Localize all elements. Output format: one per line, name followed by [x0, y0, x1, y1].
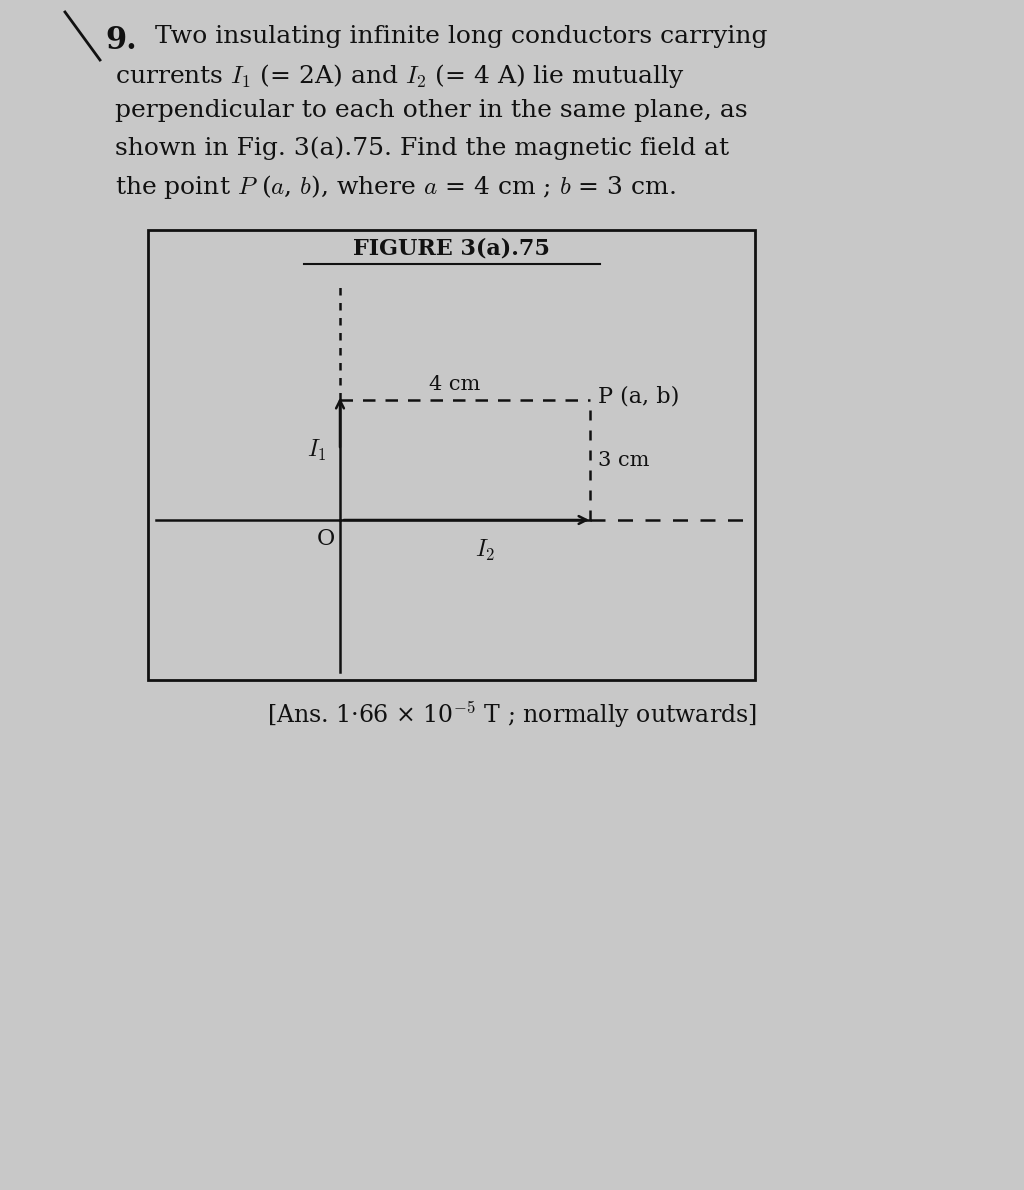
- Text: FIGURE 3(a).75: FIGURE 3(a).75: [353, 238, 550, 259]
- Bar: [148, 230, 755, 679]
- Text: [Ans. 1·66 × 10$^{-5}$ T ; normally outwards]: [Ans. 1·66 × 10$^{-5}$ T ; normally outw…: [267, 700, 757, 731]
- Text: the point $P$ ($a$, $b$), where $a$ = 4 cm ; $b$ = 3 cm.: the point $P$ ($a$, $b$), where $a$ = 4 …: [115, 173, 676, 201]
- Text: Two insulating infinite long conductors carrying: Two insulating infinite long conductors …: [155, 25, 768, 48]
- Text: $I_1$: $I_1$: [307, 438, 326, 463]
- Text: shown in Fig. 3(a).75. Find the magnetic field at: shown in Fig. 3(a).75. Find the magnetic…: [115, 136, 729, 159]
- Text: 3 cm: 3 cm: [598, 451, 649, 470]
- Text: currents $I_1$ (= 2A) and $I_2$ (= 4 A) lie mutually: currents $I_1$ (= 2A) and $I_2$ (= 4 A) …: [115, 62, 684, 90]
- Text: perpendicular to each other in the same plane, as: perpendicular to each other in the same …: [115, 99, 748, 123]
- Text: 4 cm: 4 cm: [429, 375, 480, 394]
- Text: 9.: 9.: [105, 25, 137, 56]
- Text: O: O: [316, 528, 335, 550]
- Text: P (a, b): P (a, b): [598, 386, 679, 407]
- Text: $I_2$: $I_2$: [475, 538, 495, 563]
